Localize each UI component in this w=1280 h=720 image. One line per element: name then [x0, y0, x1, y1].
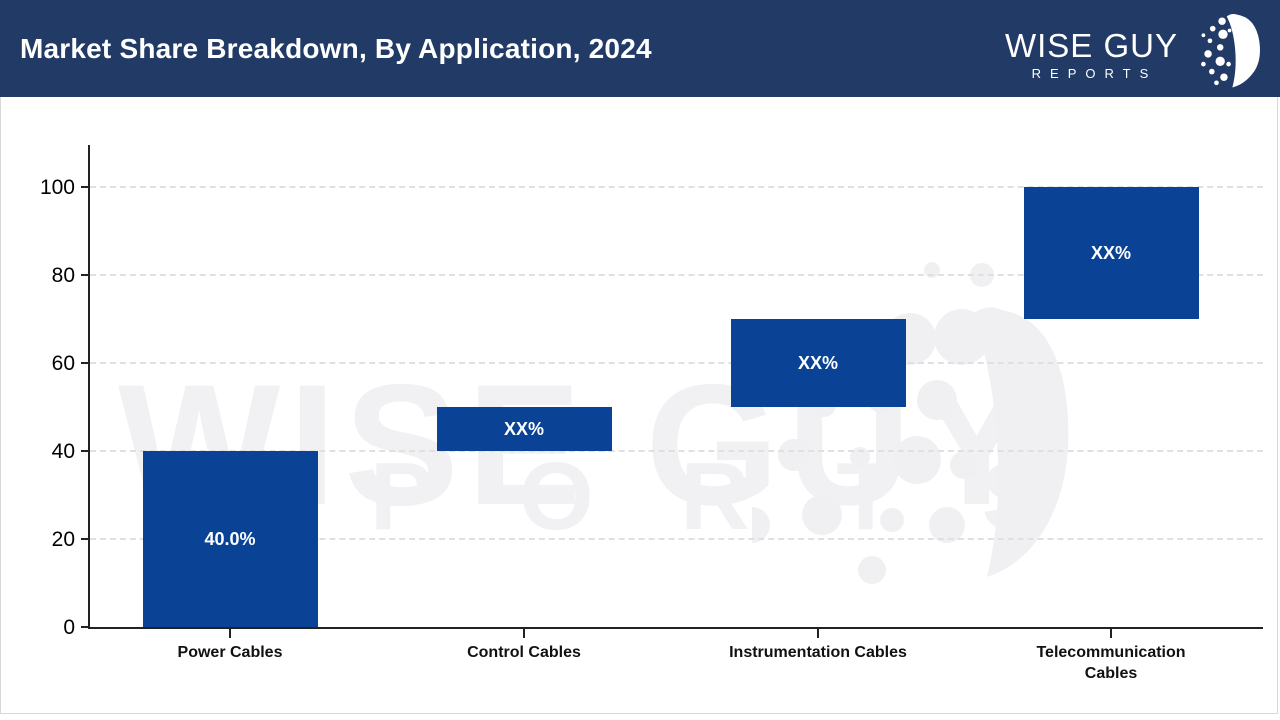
- bar-power-cables: 40.0%: [142, 451, 318, 627]
- y-axis-tick-label: 40: [51, 440, 75, 463]
- chart-area: WISE GUY P O R T S 0 20 40 60 80 100 40.0% Powe…: [0, 97, 1280, 714]
- y-tick-mark: [81, 274, 90, 276]
- gridline-80: [90, 274, 1263, 276]
- y-axis-tick-label: 80: [51, 264, 75, 287]
- logo-subtitle: REPORTS: [1031, 66, 1158, 81]
- y-tick-mark: [81, 186, 90, 188]
- y-axis-tick-label: 0: [63, 616, 75, 639]
- bar-control-cables: XX%: [436, 407, 612, 451]
- bar-value-label: XX%: [797, 352, 839, 373]
- x-axis-line: [88, 627, 1263, 629]
- bar-instrumentation-cables: XX%: [730, 319, 906, 407]
- x-axis-category-label: Telecommunication Cables: [1036, 644, 1186, 682]
- y-tick-mark: [81, 626, 90, 628]
- x-axis-category-label: Instrumentation Cables: [729, 644, 907, 661]
- gridline-40: [90, 450, 1263, 452]
- x-axis-category-label: Control Cables: [467, 644, 581, 661]
- y-axis-tick-label: 20: [51, 528, 75, 551]
- gridline-60: [90, 362, 1263, 364]
- header-bar: Market Share Breakdown, By Application, …: [0, 0, 1280, 97]
- x-tick-mark: [1110, 629, 1112, 638]
- x-axis-category-label: Power Cables: [177, 644, 283, 661]
- bar-value-label: 40.0%: [204, 528, 256, 549]
- gridline-20: [90, 538, 1263, 540]
- bar-value-label: XX%: [503, 418, 545, 439]
- y-axis-tick-label: 100: [39, 176, 75, 199]
- logo-face-icon: [1180, 10, 1266, 99]
- x-tick-mark: [229, 629, 231, 638]
- y-axis-line: [88, 145, 90, 629]
- x-tick-mark: [523, 629, 525, 638]
- bar-value-label: XX%: [1090, 242, 1132, 263]
- brand-logo: WISE GUY REPORTS: [1005, 10, 1266, 99]
- bar-telecommunication-cables: XX%: [1023, 187, 1199, 319]
- y-tick-mark: [81, 362, 90, 364]
- y-tick-mark: [81, 450, 90, 452]
- x-tick-mark: [817, 629, 819, 638]
- logo-wordmark: WISE GUY: [1004, 27, 1178, 64]
- gridline-100: [90, 186, 1263, 188]
- page-title: Market Share Breakdown, By Application, …: [20, 32, 652, 64]
- y-axis-tick-label: 60: [51, 352, 75, 375]
- y-tick-mark: [81, 538, 90, 540]
